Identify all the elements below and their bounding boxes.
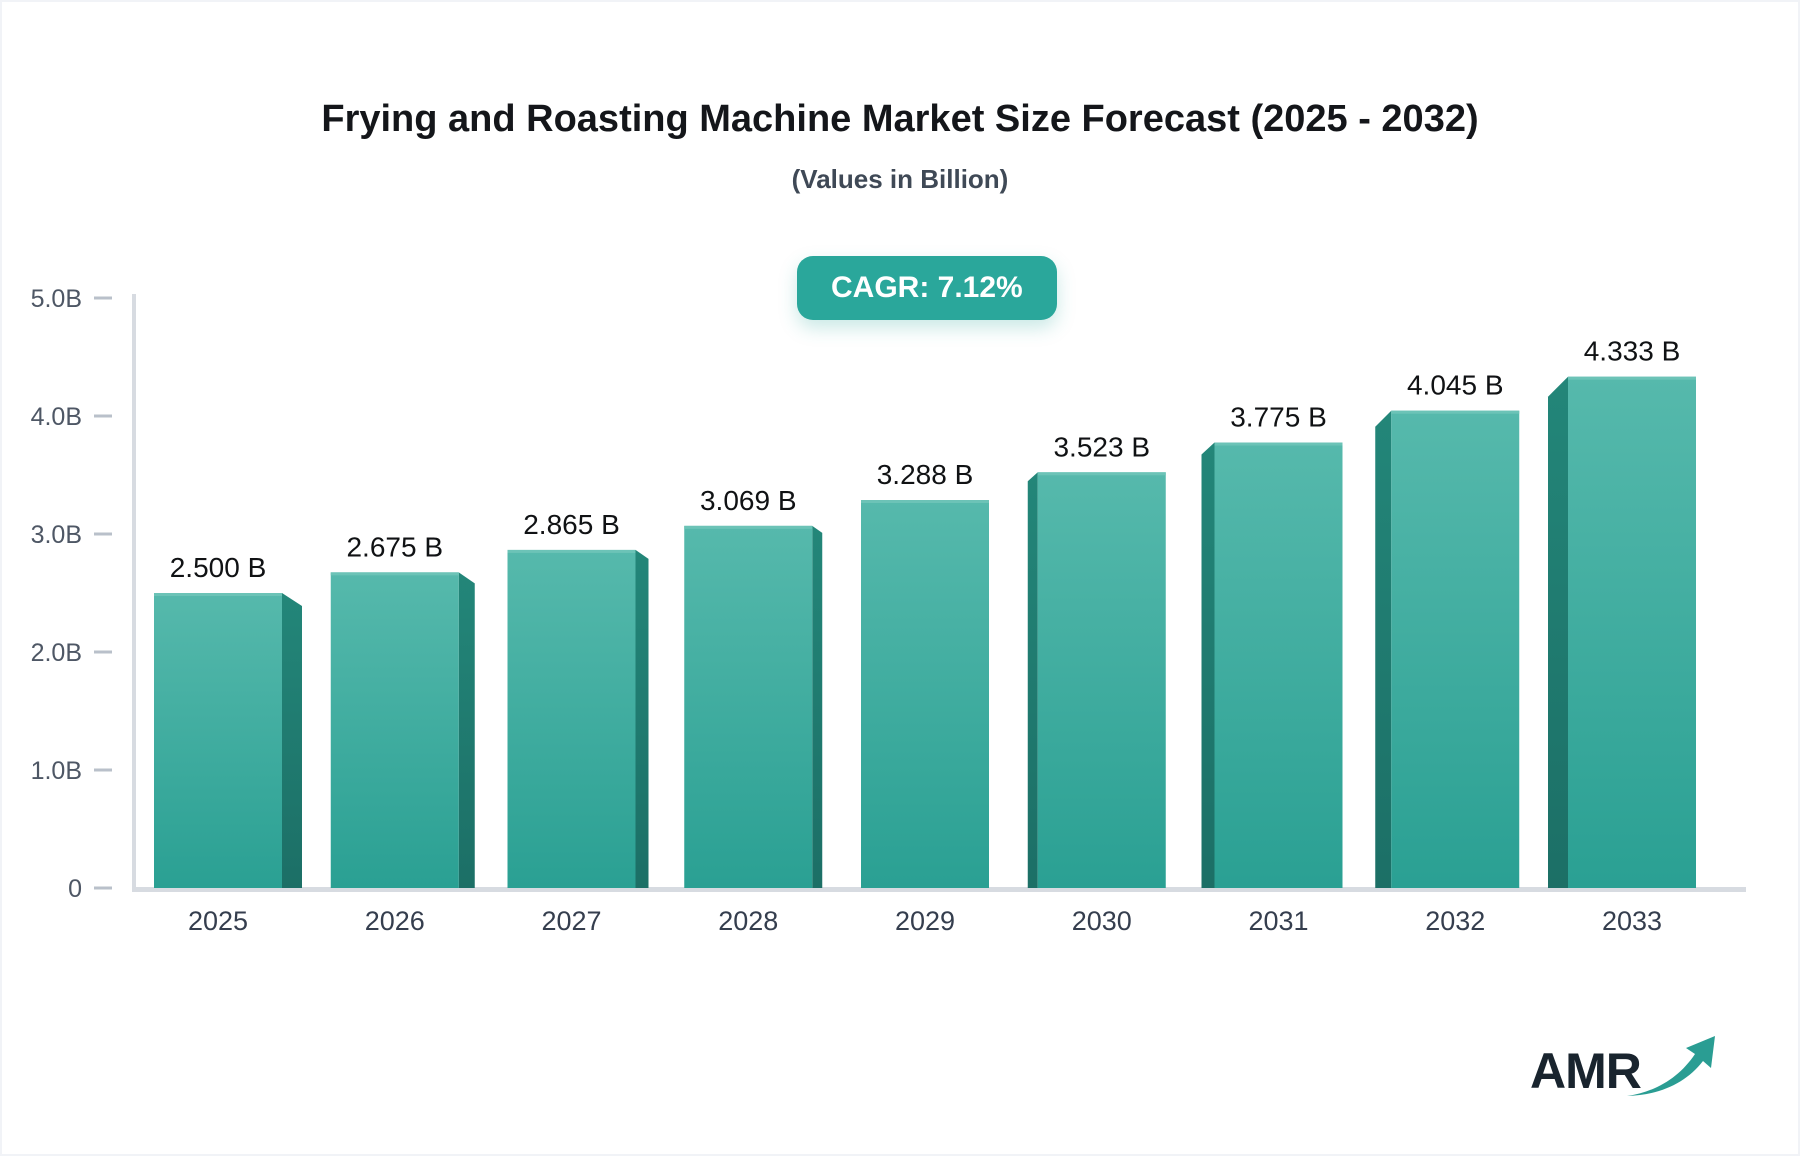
bar-value-label: 2.865 B bbox=[523, 509, 620, 540]
bar-front-face bbox=[1214, 442, 1343, 888]
bar-value-label: 3.069 B bbox=[700, 485, 797, 516]
bar-side-face bbox=[1201, 442, 1215, 888]
bar-side-face bbox=[458, 572, 475, 888]
x-tick-label: 2028 bbox=[718, 906, 778, 936]
bar-value-label: 3.523 B bbox=[1053, 431, 1150, 462]
bar-2026[interactable] bbox=[330, 572, 475, 888]
x-tick-label: 2026 bbox=[365, 906, 425, 936]
y-tick-dash bbox=[94, 768, 112, 772]
bar-top-highlight bbox=[1037, 472, 1166, 476]
x-tick-label: 2032 bbox=[1425, 906, 1485, 936]
bar-value-label: 2.675 B bbox=[346, 531, 443, 562]
x-tick-label: 2031 bbox=[1248, 906, 1308, 936]
x-tick-label: 2030 bbox=[1072, 906, 1132, 936]
x-tick-label: 2033 bbox=[1602, 906, 1662, 936]
bar-side-face bbox=[635, 549, 649, 888]
bar-top-highlight bbox=[861, 500, 989, 504]
chart-title: Frying and Roasting Machine Market Size … bbox=[321, 98, 1479, 140]
y-tick-dash bbox=[94, 650, 112, 654]
bar-side-face bbox=[812, 525, 823, 888]
y-tick-dash bbox=[94, 886, 112, 890]
x-tick-label: 2025 bbox=[188, 906, 248, 936]
bar-front-face bbox=[507, 549, 636, 888]
y-axis-line bbox=[132, 294, 136, 888]
bar-top-highlight bbox=[154, 593, 282, 596]
bar-value-label: 4.333 B bbox=[1584, 336, 1681, 367]
y-tick-label: 0 bbox=[68, 875, 82, 903]
bar-top-highlight bbox=[330, 572, 459, 576]
bar-top-highlight bbox=[1568, 376, 1696, 380]
bar-side-face bbox=[1548, 376, 1568, 888]
y-tick-label: 2.0B bbox=[31, 639, 82, 667]
axis-layer: 0 1.0B 2.0B 3.0B 4.0B 5.0B bbox=[31, 285, 1746, 903]
bar-top-highlight bbox=[684, 525, 813, 529]
bar-value-label: 2.500 B bbox=[170, 552, 267, 583]
bar-value-label: 3.288 B bbox=[877, 459, 974, 490]
amr-logo: AMR bbox=[1530, 1036, 1717, 1104]
bar-2027[interactable] bbox=[507, 549, 649, 888]
bar-front-face bbox=[684, 525, 813, 888]
bar-value-label: 4.045 B bbox=[1407, 370, 1504, 401]
bar-side-face bbox=[1027, 472, 1038, 888]
bar-front-face bbox=[861, 500, 989, 888]
bar-2025[interactable] bbox=[154, 593, 302, 888]
bar-front-face bbox=[1037, 472, 1166, 888]
bar-2032[interactable] bbox=[1375, 410, 1520, 888]
amr-logo-text: AMR bbox=[1530, 1043, 1642, 1099]
chart-subtitle: (Values in Billion) bbox=[791, 164, 1009, 194]
y-tick-dash bbox=[94, 532, 112, 536]
y-tick-dash bbox=[94, 296, 112, 300]
bar-2028[interactable] bbox=[684, 525, 823, 888]
bar-front-face bbox=[1391, 410, 1520, 888]
y-tick-dash bbox=[94, 414, 112, 418]
bar-side-face bbox=[1375, 410, 1392, 888]
bar-2031[interactable] bbox=[1201, 442, 1343, 888]
x-tick-label: 2027 bbox=[541, 906, 601, 936]
bar-front-face bbox=[330, 572, 459, 888]
x-tick-label: 2029 bbox=[895, 906, 955, 936]
bar-front-face bbox=[1568, 376, 1696, 888]
y-tick-label: 5.0B bbox=[31, 285, 82, 313]
y-tick-label: 1.0B bbox=[31, 757, 82, 785]
bar-top-highlight bbox=[1214, 442, 1343, 446]
bar-2030[interactable] bbox=[1027, 472, 1166, 888]
bar-2029[interactable] bbox=[861, 500, 989, 888]
y-tick-label: 3.0B bbox=[31, 521, 82, 549]
bar-2033[interactable] bbox=[1548, 376, 1696, 888]
y-tick-label: 4.0B bbox=[31, 403, 82, 431]
bar-front-face bbox=[154, 593, 282, 888]
bar-value-label: 3.775 B bbox=[1230, 402, 1327, 433]
bar-top-highlight bbox=[1391, 410, 1520, 414]
bar-top-highlight bbox=[507, 549, 636, 553]
cagr-badge: CAGR: 7.12% bbox=[797, 256, 1057, 320]
growth-arrow-icon bbox=[1626, 1036, 1715, 1096]
labels-layer: 2.500 B 2025 2.675 B 2026 2.865 B 2027 3.069 B… bbox=[170, 336, 1681, 936]
bar-side-face bbox=[282, 593, 302, 888]
bars-layer bbox=[154, 376, 1696, 888]
x-axis-line bbox=[132, 887, 1746, 892]
